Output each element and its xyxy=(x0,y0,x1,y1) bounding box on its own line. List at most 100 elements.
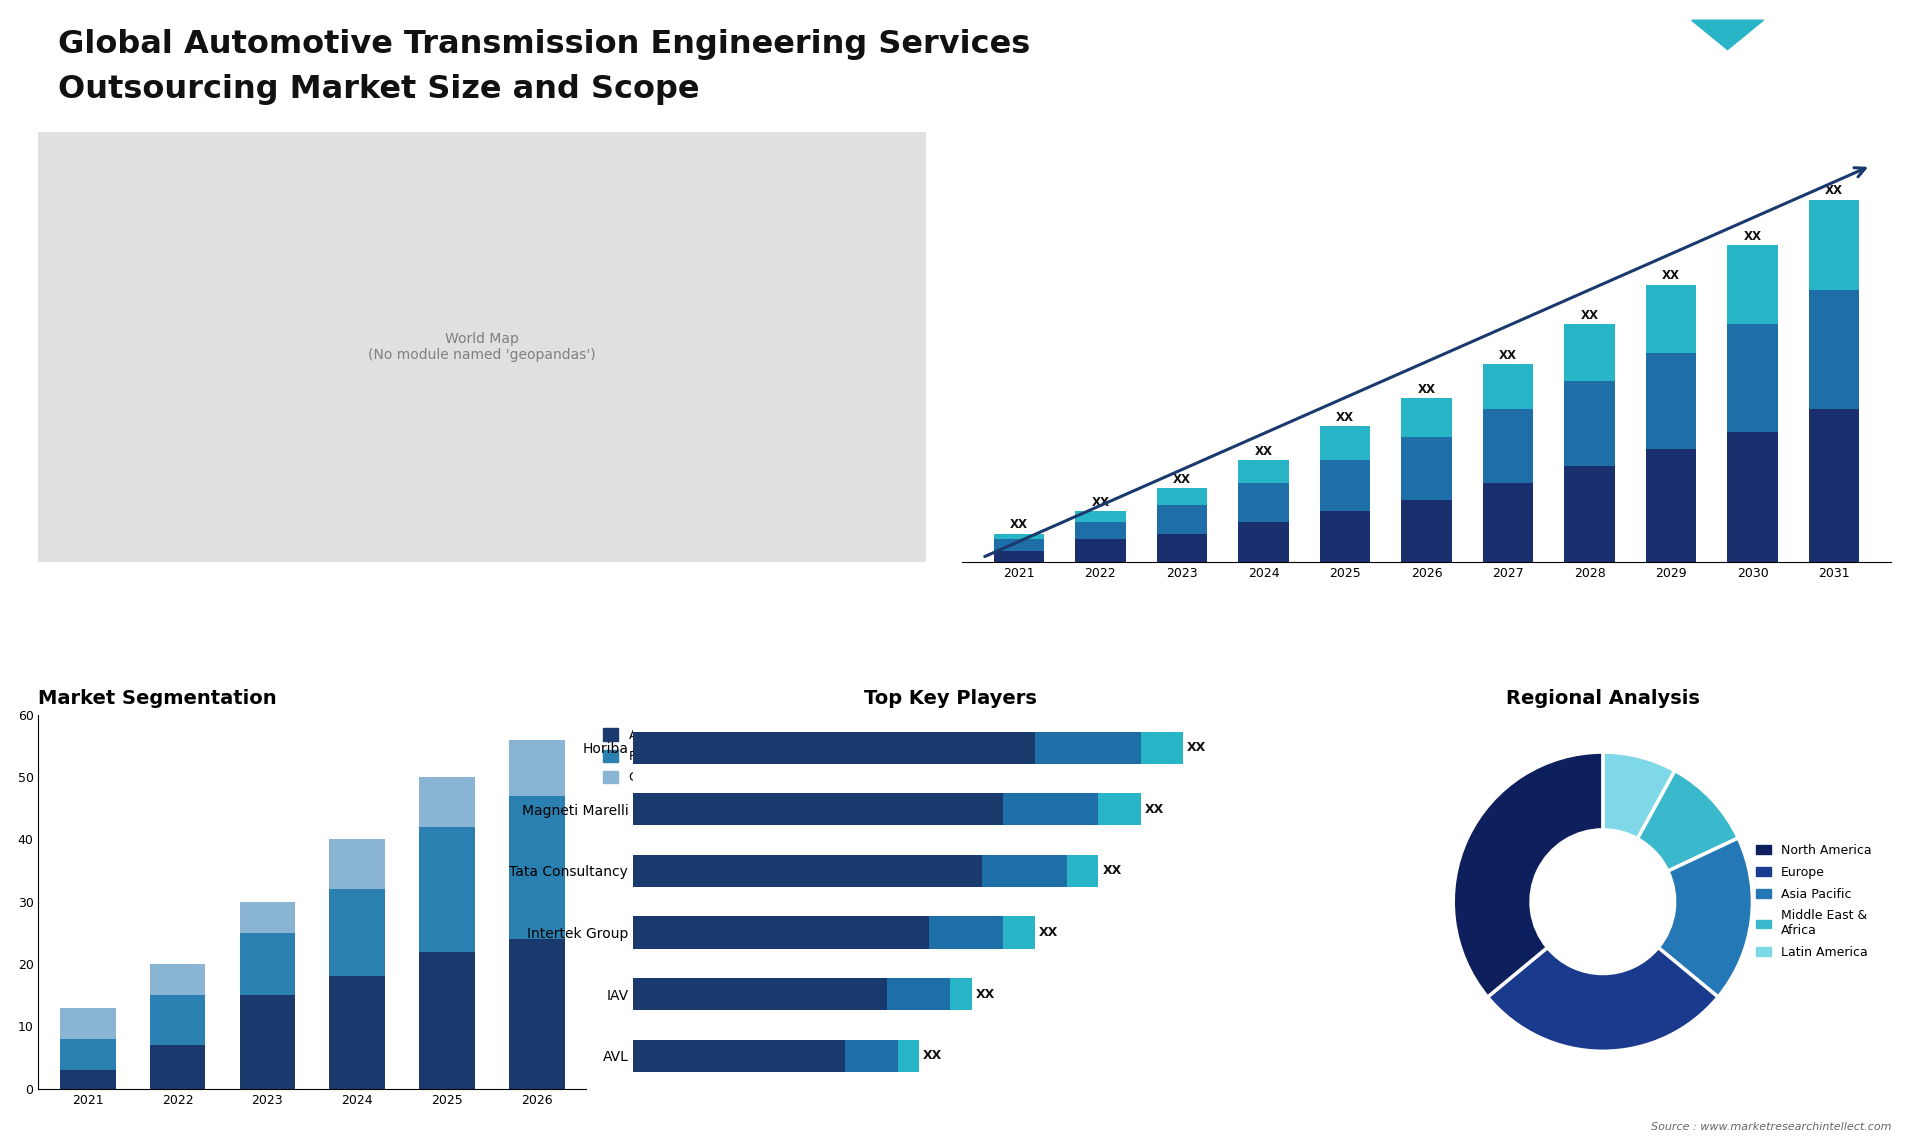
Bar xyxy=(634,793,1004,825)
Bar xyxy=(1565,465,1615,562)
Text: Source : www.marketresearchintellect.com: Source : www.marketresearchintellect.com xyxy=(1651,1122,1891,1132)
Bar xyxy=(1156,488,1208,505)
Bar xyxy=(1238,460,1288,482)
Text: XX: XX xyxy=(1102,864,1121,878)
Bar xyxy=(1728,324,1778,432)
Bar xyxy=(1482,363,1534,409)
Text: XX: XX xyxy=(1254,445,1273,457)
Text: XX: XX xyxy=(1743,229,1763,243)
Bar xyxy=(634,855,983,887)
Bar xyxy=(1645,284,1697,353)
Bar xyxy=(845,1039,897,1072)
Wedge shape xyxy=(1603,752,1674,839)
Bar xyxy=(1402,438,1452,500)
Text: XX: XX xyxy=(1010,518,1027,532)
Wedge shape xyxy=(1453,752,1603,997)
Text: Global Automotive Transmission Engineering Services: Global Automotive Transmission Engineeri… xyxy=(58,29,1029,60)
Legend: Application, Product, Geography: Application, Product, Geography xyxy=(603,729,699,784)
Bar xyxy=(330,976,386,1089)
Text: World Map
(No module named 'geopandas'): World Map (No module named 'geopandas') xyxy=(369,331,595,362)
Bar xyxy=(1809,199,1859,290)
Bar xyxy=(1319,460,1371,511)
Bar xyxy=(509,939,564,1089)
Text: XX: XX xyxy=(1173,473,1190,486)
Text: XX: XX xyxy=(1187,741,1206,754)
Bar xyxy=(509,739,564,795)
Bar xyxy=(1004,917,1035,949)
Bar xyxy=(1075,523,1125,540)
Text: XX: XX xyxy=(1091,496,1110,509)
Bar xyxy=(929,917,1004,949)
Text: RESEARCH: RESEARCH xyxy=(1807,58,1868,69)
Text: XX: XX xyxy=(1826,185,1843,197)
Title: Regional Analysis: Regional Analysis xyxy=(1505,689,1699,707)
Text: XX: XX xyxy=(1039,926,1058,939)
Text: Outsourcing Market Size and Scope: Outsourcing Market Size and Scope xyxy=(58,74,699,105)
Bar xyxy=(634,731,1035,763)
Bar xyxy=(419,777,474,827)
Text: XX: XX xyxy=(1500,348,1517,361)
Bar xyxy=(240,933,296,995)
Bar xyxy=(1035,731,1140,763)
Bar xyxy=(1809,409,1859,562)
Legend: North America, Europe, Asia Pacific, Middle East &
Africa, Latin America: North America, Europe, Asia Pacific, Mid… xyxy=(1751,839,1878,964)
Bar xyxy=(1238,523,1288,562)
Bar xyxy=(1075,540,1125,562)
Bar xyxy=(1402,500,1452,562)
Bar xyxy=(1809,290,1859,409)
Bar xyxy=(983,855,1068,887)
Bar xyxy=(60,1007,115,1038)
Bar xyxy=(1238,482,1288,523)
Text: XX: XX xyxy=(1336,410,1354,424)
Bar xyxy=(419,951,474,1089)
Bar xyxy=(1319,511,1371,562)
Bar xyxy=(1156,505,1208,534)
Bar xyxy=(1645,449,1697,562)
Title: Top Key Players: Top Key Players xyxy=(864,689,1037,707)
Bar xyxy=(60,1038,115,1070)
Bar xyxy=(1319,426,1371,460)
Bar xyxy=(634,1039,845,1072)
Bar xyxy=(1728,245,1778,324)
Text: INTELLECT: INTELLECT xyxy=(1807,80,1868,91)
Bar xyxy=(1140,731,1183,763)
Bar xyxy=(1565,380,1615,465)
Bar xyxy=(887,978,950,1010)
Wedge shape xyxy=(1638,770,1738,871)
Bar xyxy=(150,995,205,1045)
Text: Market Segmentation: Market Segmentation xyxy=(38,689,276,707)
Bar xyxy=(330,839,386,889)
Text: XX: XX xyxy=(1663,269,1680,282)
Bar xyxy=(60,1070,115,1089)
Bar xyxy=(995,550,1044,562)
Bar xyxy=(1645,353,1697,449)
Bar xyxy=(995,540,1044,550)
Bar xyxy=(950,978,972,1010)
Text: MARKET: MARKET xyxy=(1807,37,1855,47)
Text: XX: XX xyxy=(924,1050,943,1062)
Text: XX: XX xyxy=(1580,309,1599,322)
Bar xyxy=(1098,793,1140,825)
Bar xyxy=(1482,482,1534,562)
Bar xyxy=(995,534,1044,540)
Bar xyxy=(150,1045,205,1089)
Bar xyxy=(1565,324,1615,380)
Polygon shape xyxy=(1663,21,1793,71)
Bar xyxy=(240,902,296,933)
Bar xyxy=(634,917,929,949)
Bar xyxy=(1004,793,1098,825)
Wedge shape xyxy=(1659,838,1753,997)
Bar xyxy=(330,889,386,976)
Wedge shape xyxy=(1488,948,1718,1051)
Text: XX: XX xyxy=(1144,803,1164,816)
Bar xyxy=(1402,398,1452,438)
Bar xyxy=(1728,432,1778,562)
Text: XX: XX xyxy=(975,988,995,1000)
Text: XX: XX xyxy=(1417,383,1436,395)
Bar xyxy=(150,964,205,995)
Bar xyxy=(1482,409,1534,482)
Bar xyxy=(1068,855,1098,887)
Bar xyxy=(419,827,474,951)
Polygon shape xyxy=(1692,21,1763,49)
Bar xyxy=(509,795,564,939)
